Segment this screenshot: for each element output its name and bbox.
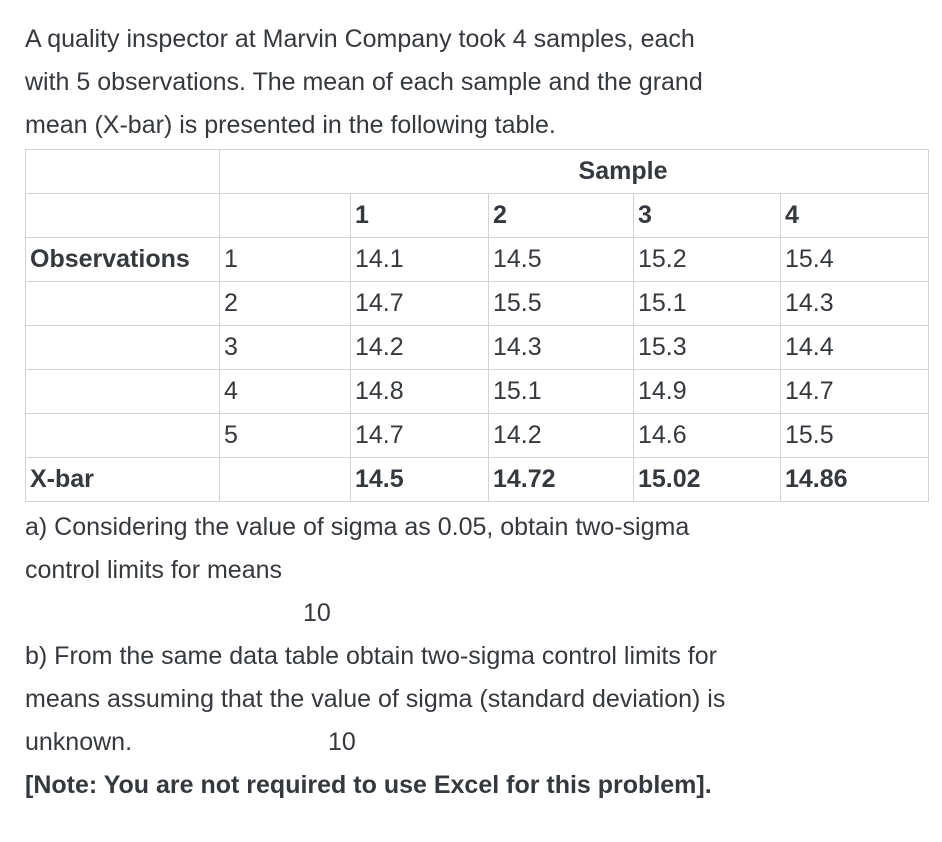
table-row-observation-3: 3 14.2 14.3 15.3 14.4 xyxy=(25,325,930,370)
table-cell: 14.6 xyxy=(633,413,781,458)
xbar-value-cell: 14.72 xyxy=(488,457,634,502)
col-header-1: 1 xyxy=(350,193,489,238)
intro-text: A quality inspector at Marvin Company to… xyxy=(25,25,703,139)
table-cell: 14.2 xyxy=(350,325,489,370)
table-cell: 15.4 xyxy=(779,237,930,282)
problem-page: A quality inspector at Marvin Company to… xyxy=(25,25,942,799)
table-row-observation-1: Observations 1 14.1 14.5 15.2 15.4 xyxy=(25,237,930,282)
answer-marker-b: 10 xyxy=(328,728,356,756)
empty-cell xyxy=(219,457,351,502)
col-header-2: 2 xyxy=(488,193,634,238)
table-cell: 14.7 xyxy=(779,369,930,414)
table-row-observation-4: 4 14.8 15.1 14.9 14.7 xyxy=(25,369,930,414)
table-cell: 15.5 xyxy=(488,281,634,326)
table-row-observation-2: 2 14.7 15.5 15.1 14.3 xyxy=(25,281,930,326)
table-cell: 14.7 xyxy=(350,281,489,326)
obs-number-cell: 1 xyxy=(219,237,351,282)
observations-label-cell: Observations xyxy=(25,237,220,282)
table-cell: 14.8 xyxy=(350,369,489,414)
xbar-value-cell: 15.02 xyxy=(633,457,781,502)
table-cell: 15.3 xyxy=(633,325,781,370)
question-b-last-line: unknown. 10 xyxy=(25,721,942,764)
col-header-4: 4 xyxy=(779,193,930,238)
table-cell: 14.3 xyxy=(488,325,634,370)
table-cell: 15.5 xyxy=(779,413,930,458)
table-cell: 14.2 xyxy=(488,413,634,458)
table-cell: 15.2 xyxy=(633,237,781,282)
table-row-observation-5: 5 14.7 14.2 14.6 15.5 xyxy=(25,413,930,458)
obs-number-cell: 4 xyxy=(219,369,351,414)
question-a-text: a) Considering the value of sigma as 0.0… xyxy=(25,513,690,584)
table-cell: 14.5 xyxy=(488,237,634,282)
obs-number-cell: 2 xyxy=(219,281,351,326)
answer-line-a: 10 xyxy=(25,592,942,635)
sample-data-table: Sample 1 2 3 4 Observations 1 14.1 14.5 … xyxy=(25,149,930,502)
obs-number-cell: 5 xyxy=(219,413,351,458)
note-text: [Note: You are not required to use Excel… xyxy=(25,771,712,799)
table-cell: 14.7 xyxy=(350,413,489,458)
table-cell: 14.9 xyxy=(633,369,781,414)
empty-cell xyxy=(25,193,220,238)
table-cell: 14.4 xyxy=(779,325,930,370)
empty-cell xyxy=(25,369,220,414)
question-b-unknown-text: unknown. xyxy=(25,728,133,756)
question-b-text: b) From the same data table obtain two-s… xyxy=(25,642,726,713)
table-cell: 14.1 xyxy=(350,237,489,282)
answer-marker-a: 10 xyxy=(303,599,331,627)
xbar-label-cell: X-bar xyxy=(25,457,220,502)
empty-cell xyxy=(25,413,220,458)
empty-cell xyxy=(219,193,351,238)
empty-cell xyxy=(25,281,220,326)
table-row-sample-header: Sample xyxy=(25,149,930,194)
xbar-value-cell: 14.5 xyxy=(350,457,489,502)
empty-cell xyxy=(25,325,220,370)
obs-number-cell: 3 xyxy=(219,325,351,370)
table-cell: 15.1 xyxy=(488,369,634,414)
table-row-xbar: X-bar 14.5 14.72 15.02 14.86 xyxy=(25,457,930,502)
corner-empty-cell xyxy=(25,149,220,194)
table-cell: 14.3 xyxy=(779,281,930,326)
table-row-column-headers: 1 2 3 4 xyxy=(25,193,930,238)
col-header-3: 3 xyxy=(633,193,781,238)
table-cell: 15.1 xyxy=(633,281,781,326)
xbar-value-cell: 14.86 xyxy=(779,457,930,502)
sample-header-cell: Sample xyxy=(218,149,930,194)
